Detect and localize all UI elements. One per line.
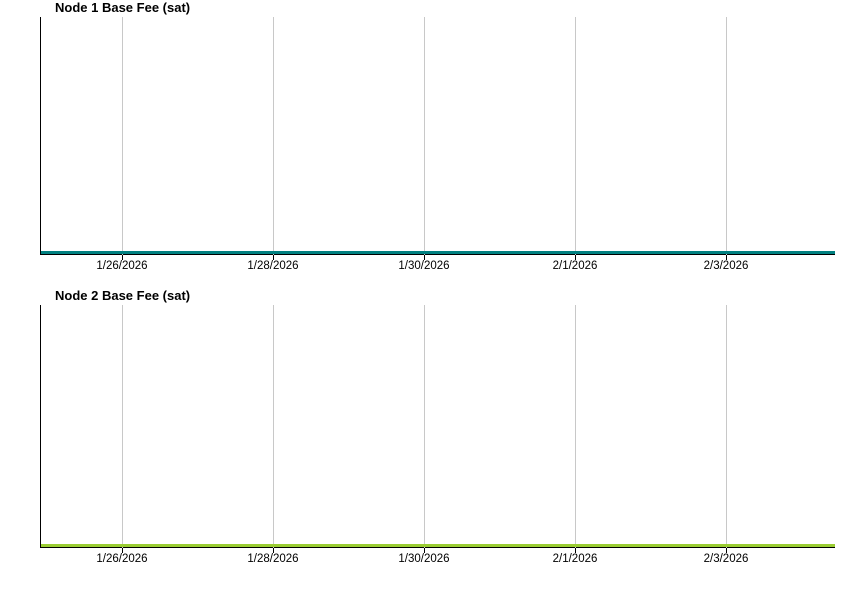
gridline-node-1 — [122, 17, 123, 255]
gridline-node-1 — [575, 17, 576, 255]
gridline-node-2 — [575, 305, 576, 548]
chart-title-node-2: Node 2 Base Fee (sat) — [55, 288, 191, 303]
x-tick-label: 2/1/2026 — [552, 553, 598, 565]
x-axis-node-1 — [40, 254, 835, 255]
x-axis-node-2 — [40, 547, 835, 548]
chart-panel-node-1: Node 1 Base Fee (sat) 1/26/2026 1/28/202… — [0, 0, 860, 288]
series-line-node-2 — [41, 544, 835, 547]
gridline-node-2 — [273, 305, 274, 548]
y-axis-node-1 — [40, 17, 41, 255]
gridline-node-2 — [122, 305, 123, 548]
x-tick-label: 1/30/2026 — [398, 260, 450, 272]
x-tick-node-1 — [273, 255, 274, 260]
y-axis-node-2 — [40, 305, 41, 548]
x-tick-node-2 — [122, 548, 123, 553]
x-tick-label: 2/1/2026 — [552, 260, 598, 272]
x-tick-node-2 — [726, 548, 727, 553]
chart-title-node-1: Node 1 Base Fee (sat) — [55, 0, 191, 15]
x-tick-node-2 — [424, 548, 425, 553]
plot-area-node-1 — [40, 17, 835, 260]
gridline-node-1 — [273, 17, 274, 255]
x-tick-label: 1/30/2026 — [398, 553, 450, 565]
plot-area-node-2 — [40, 305, 835, 553]
gridline-node-1 — [424, 17, 425, 255]
x-tick-node-2 — [575, 548, 576, 553]
x-tick-label: 1/28/2026 — [247, 260, 299, 272]
gridline-node-2 — [424, 305, 425, 548]
x-tick-node-1 — [726, 255, 727, 260]
x-tick-label: 2/3/2026 — [703, 260, 749, 272]
x-tick-label: 1/28/2026 — [247, 553, 299, 565]
x-tick-label: 2/3/2026 — [703, 553, 749, 565]
x-tick-label: 1/26/2026 — [96, 260, 148, 272]
gridline-node-2 — [726, 305, 727, 548]
series-line-node-1 — [41, 251, 835, 254]
x-tick-node-1 — [424, 255, 425, 260]
x-axis-labels-node-1: 1/26/2026 1/28/2026 1/30/2026 2/1/2026 2… — [40, 260, 835, 276]
x-axis-labels-node-2: 1/26/2026 1/28/2026 1/30/2026 2/1/2026 2… — [40, 553, 835, 569]
gridline-node-1 — [726, 17, 727, 255]
x-tick-node-1 — [575, 255, 576, 260]
x-tick-label: 1/26/2026 — [96, 553, 148, 565]
x-tick-node-1 — [122, 255, 123, 260]
x-tick-node-2 — [273, 548, 274, 553]
